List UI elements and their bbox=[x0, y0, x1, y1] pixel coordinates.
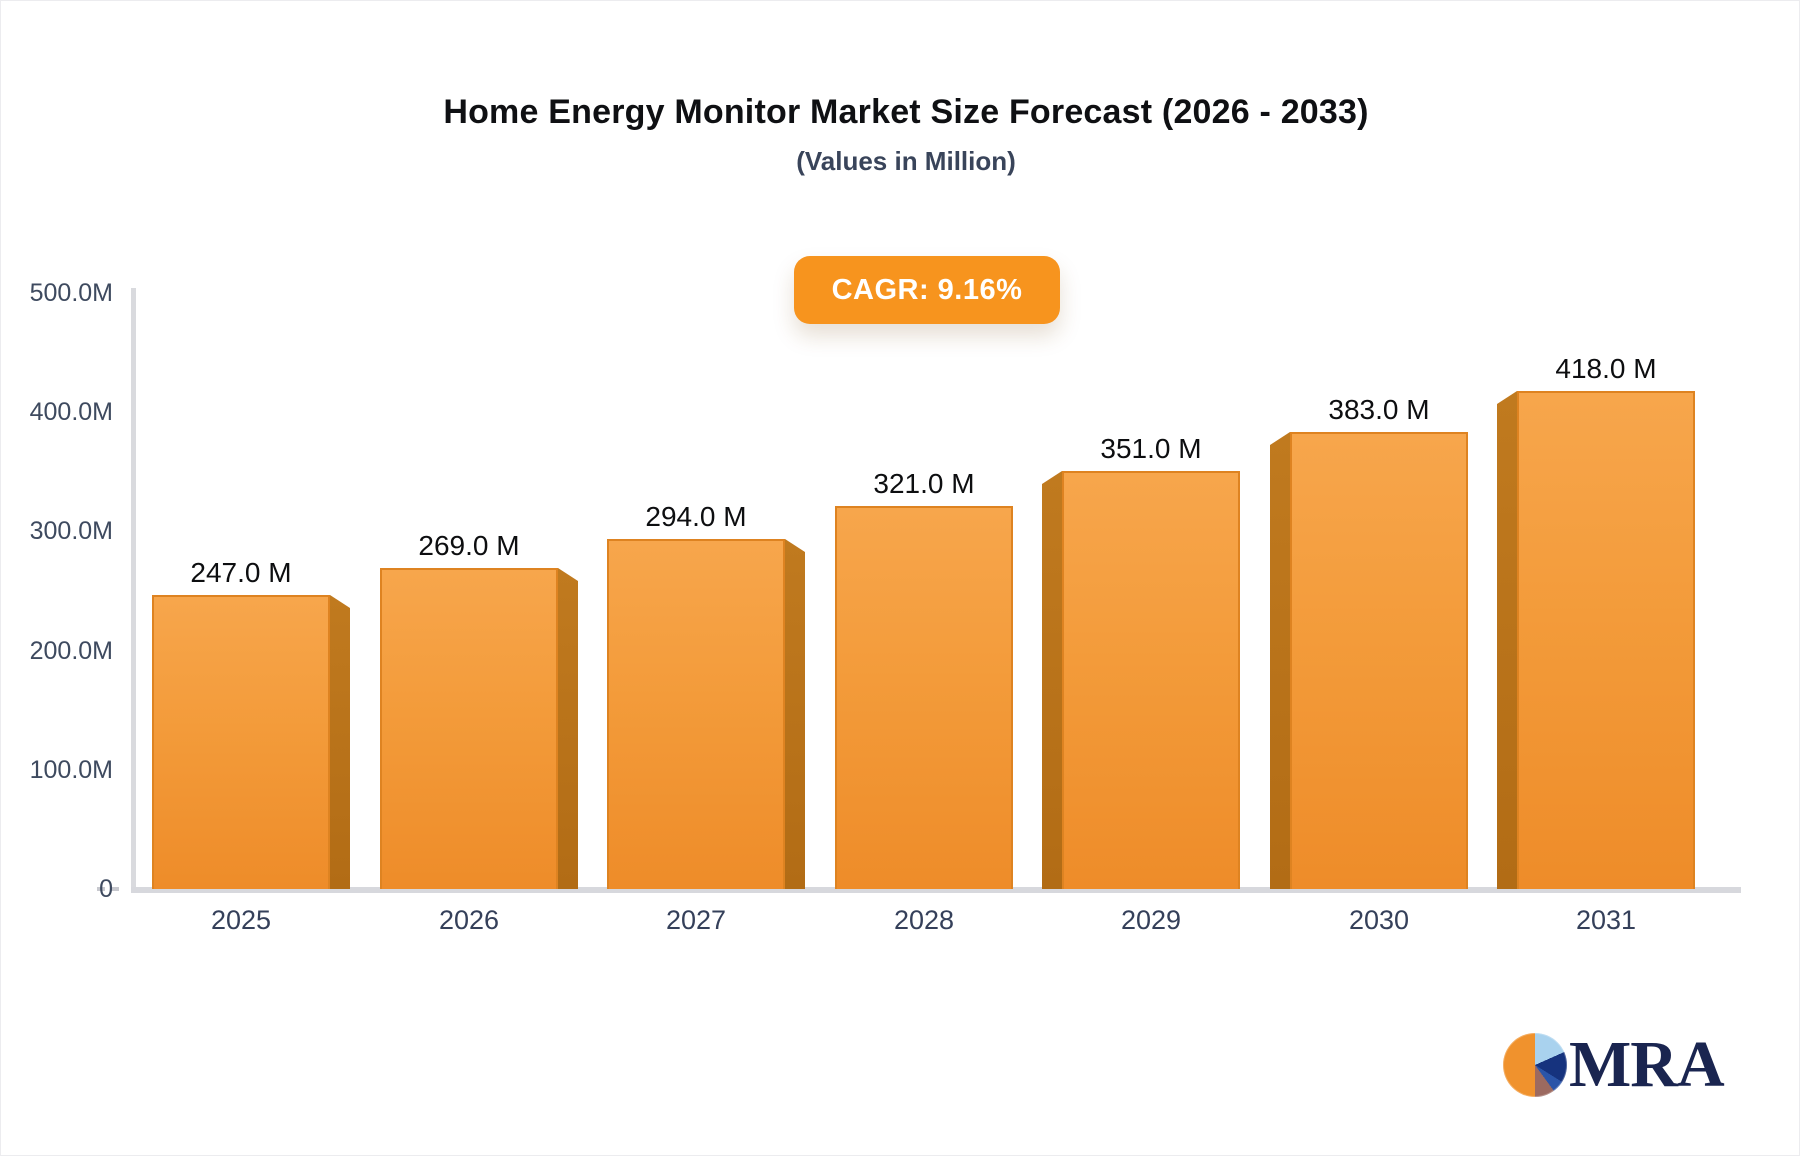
bar-side-face-2030 bbox=[1270, 432, 1290, 889]
x-tick-label-2028: 2028 bbox=[893, 905, 955, 935]
y-tick-label-300.0M: 300.0M bbox=[29, 517, 113, 546]
bar-value-label-2031: 418.0 M bbox=[1555, 353, 1657, 384]
bar-2031[interactable] bbox=[1517, 391, 1695, 889]
bar-value-label-2030: 383.0 M bbox=[1328, 394, 1430, 425]
bar-value-label-2029: 351.0 M bbox=[1100, 433, 1202, 464]
bar-2026[interactable] bbox=[380, 568, 558, 889]
bar-2027[interactable] bbox=[607, 539, 785, 889]
bar-2030[interactable] bbox=[1290, 432, 1468, 889]
y-tick-label-400.0M: 400.0M bbox=[29, 398, 113, 427]
x-tick-label-2031: 2031 bbox=[1575, 905, 1637, 935]
cagr-badge: CAGR: 9.16% bbox=[794, 256, 1060, 324]
cagr-badge-label: CAGR: 9.16% bbox=[831, 273, 1023, 306]
x-tick-label-2026: 2026 bbox=[438, 905, 500, 935]
x-tick-label-2025: 2025 bbox=[210, 905, 272, 935]
logo-pie-icon bbox=[1503, 1033, 1567, 1097]
bar-side-face-2025 bbox=[330, 595, 350, 889]
y-tick-label-200.0M: 200.0M bbox=[29, 636, 113, 665]
bar-value-label-2025: 247.0 M bbox=[190, 557, 292, 588]
x-axis-line bbox=[131, 887, 1741, 893]
y-axis-line bbox=[131, 288, 136, 890]
bar-side-face-2031 bbox=[1497, 391, 1517, 889]
bar-side-face-2026 bbox=[558, 568, 578, 889]
x-tick-label-2029: 2029 bbox=[1120, 905, 1182, 935]
y-tick-label-100.0M: 100.0M bbox=[29, 755, 113, 784]
mra-logo: MRA bbox=[1503, 1028, 1725, 1101]
logo-text: MRA bbox=[1569, 1028, 1725, 1101]
bar-side-face-2027 bbox=[785, 539, 805, 889]
chart-subtitle: (Values in Million) bbox=[796, 146, 1016, 176]
bar-2025[interactable] bbox=[152, 595, 330, 889]
x-tick-label-2030: 2030 bbox=[1348, 905, 1410, 935]
bar-value-label-2028: 321.0 M bbox=[873, 468, 975, 499]
x-tick-label-2027: 2027 bbox=[665, 905, 727, 935]
bar-2029[interactable] bbox=[1062, 471, 1240, 889]
chart-header: Home Energy Monitor Market Size Forecast… bbox=[56, 93, 1756, 177]
y-tick-label-500.0M: 500.0M bbox=[29, 279, 113, 307]
bar-side-face-2029 bbox=[1042, 471, 1062, 889]
zero-tick-mark bbox=[97, 887, 119, 891]
bar-value-label-2027: 294.0 M bbox=[645, 501, 747, 532]
chart-title: Home Energy Monitor Market Size Forecast… bbox=[443, 93, 1369, 131]
y-tick-label-0: 0 bbox=[99, 875, 113, 903]
bar-value-label-2026: 269.0 M bbox=[418, 530, 520, 561]
bar-2028[interactable] bbox=[835, 506, 1013, 889]
